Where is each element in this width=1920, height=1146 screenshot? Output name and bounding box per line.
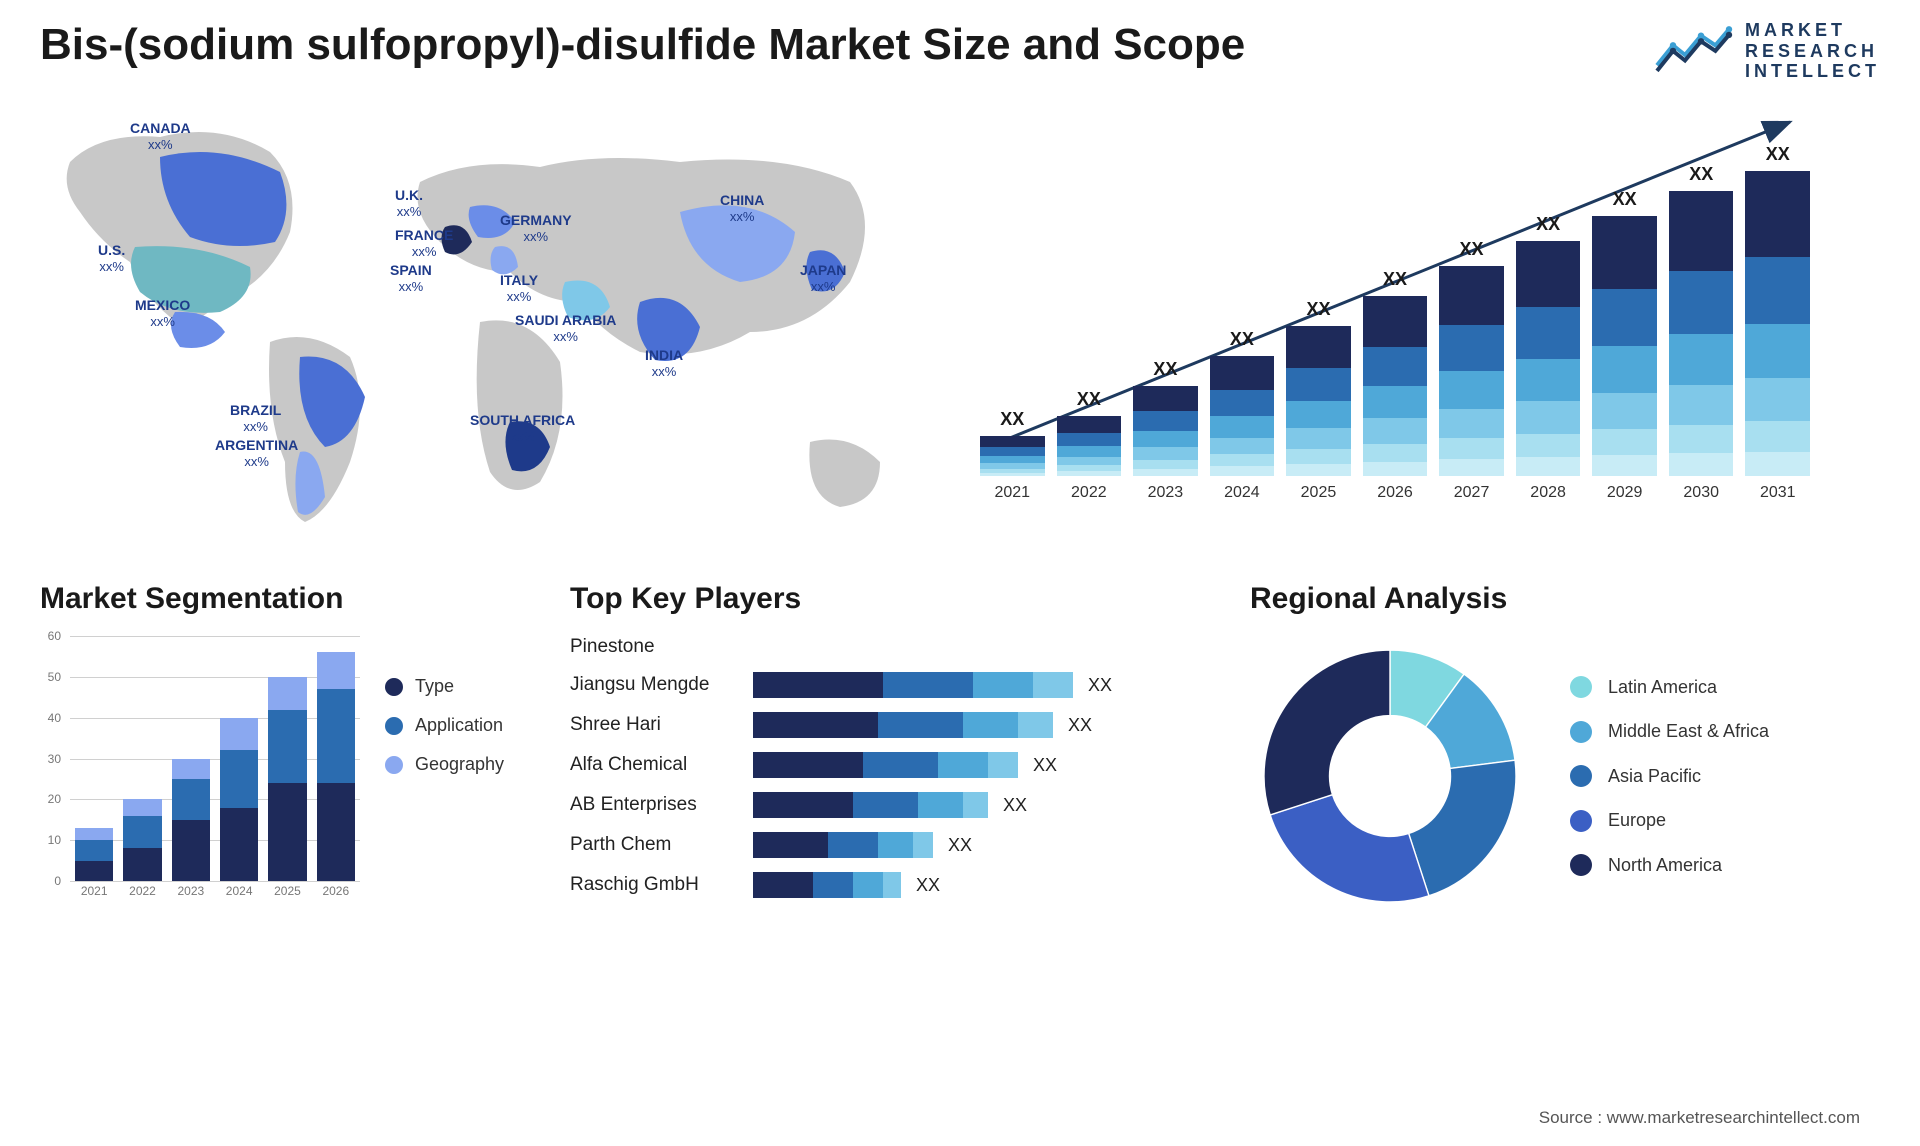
player-row: Raschig GmbHXX <box>570 872 1220 898</box>
country-label: BRAZILxx% <box>230 402 281 434</box>
players-list: Pinestone Jiangsu MengdeXX Shree HariXX Alf… <box>570 636 1220 898</box>
country-label: CANADAxx% <box>130 120 191 152</box>
growth-bar: XX2031 <box>1745 144 1810 502</box>
country-label: SPAINxx% <box>390 262 432 294</box>
player-row: Pinestone <box>570 636 1220 658</box>
region-legend-item: Europe <box>1570 809 1769 832</box>
country-label: CHINAxx% <box>720 192 764 224</box>
country-label: FRANCExx% <box>395 227 453 259</box>
logo-line2: RESEARCH <box>1745 41 1880 62</box>
growth-bar: XX2029 <box>1592 189 1657 502</box>
player-row: Parth ChemXX <box>570 832 1220 858</box>
country-label: SOUTH AFRICAxx% <box>470 412 575 444</box>
seg-bar <box>123 799 161 881</box>
country-label: U.S.xx% <box>98 242 125 274</box>
player-row: Shree HariXX <box>570 712 1220 738</box>
seg-bar <box>220 718 258 881</box>
seg-bar <box>268 677 306 881</box>
player-row: Alfa ChemicalXX <box>570 752 1220 778</box>
country-label: ARGENTINAxx% <box>215 437 298 469</box>
world-map: CANADAxx% U.S.xx% MEXICOxx% BRAZILxx%ARGENT… <box>40 102 920 542</box>
segmentation-legend: Type Application Geography <box>385 636 504 906</box>
country-label: INDIAxx% <box>645 347 683 379</box>
growth-bar: XX2027 <box>1439 239 1504 502</box>
market-growth-chart: XX2021XX2022XX2023XX2024XX2025XX2026XX20… <box>960 102 1830 542</box>
seg-bar <box>172 759 210 881</box>
growth-bar: XX2028 <box>1516 214 1581 502</box>
country-label: JAPANxx% <box>800 262 846 294</box>
region-legend-item: Middle East & Africa <box>1570 720 1769 743</box>
country-label: GERMANYxx% <box>500 212 572 244</box>
regional-legend: Latin America Middle East & Africa Asia Pa… <box>1570 676 1769 877</box>
players-title: Top Key Players <box>570 582 1220 616</box>
growth-bar: XX2026 <box>1363 269 1428 502</box>
region-legend-item: Asia Pacific <box>1570 765 1769 788</box>
seg-bar <box>317 652 355 881</box>
growth-bar: XX2023 <box>1133 359 1198 502</box>
segmentation-title: Market Segmentation <box>40 582 540 616</box>
regional-donut <box>1250 636 1530 916</box>
country-label: MEXICOxx% <box>135 297 190 329</box>
page-title: Bis-(sodium sulfopropyl)-disulfide Marke… <box>40 20 1245 70</box>
player-row: AB EnterprisesXX <box>570 792 1220 818</box>
legend-item: Geography <box>385 754 504 775</box>
source-attribution: Source : www.marketresearchintellect.com <box>1539 1108 1860 1128</box>
legend-item: Type <box>385 676 504 697</box>
growth-bar: XX2021 <box>980 409 1045 502</box>
segmentation-chart: 0102030405060 202120222023202420252026 <box>40 636 360 906</box>
logo-icon <box>1653 21 1733 81</box>
growth-bar: XX2030 <box>1669 164 1734 502</box>
country-label: U.K.xx% <box>395 187 423 219</box>
logo-line1: MARKET <box>1745 20 1880 41</box>
seg-bar <box>75 828 113 881</box>
country-label: SAUDI ARABIAxx% <box>515 312 616 344</box>
growth-bar: XX2024 <box>1210 329 1275 502</box>
growth-bar: XX2025 <box>1286 299 1351 502</box>
regional-title: Regional Analysis <box>1250 582 1870 616</box>
region-legend-item: Latin America <box>1570 676 1769 699</box>
country-label: ITALYxx% <box>500 272 538 304</box>
logo-line3: INTELLECT <box>1745 61 1880 82</box>
growth-bar: XX2022 <box>1057 389 1122 502</box>
player-row: Jiangsu MengdeXX <box>570 672 1220 698</box>
logo: MARKET RESEARCH INTELLECT <box>1653 20 1880 82</box>
legend-item: Application <box>385 715 504 736</box>
region-legend-item: North America <box>1570 854 1769 877</box>
